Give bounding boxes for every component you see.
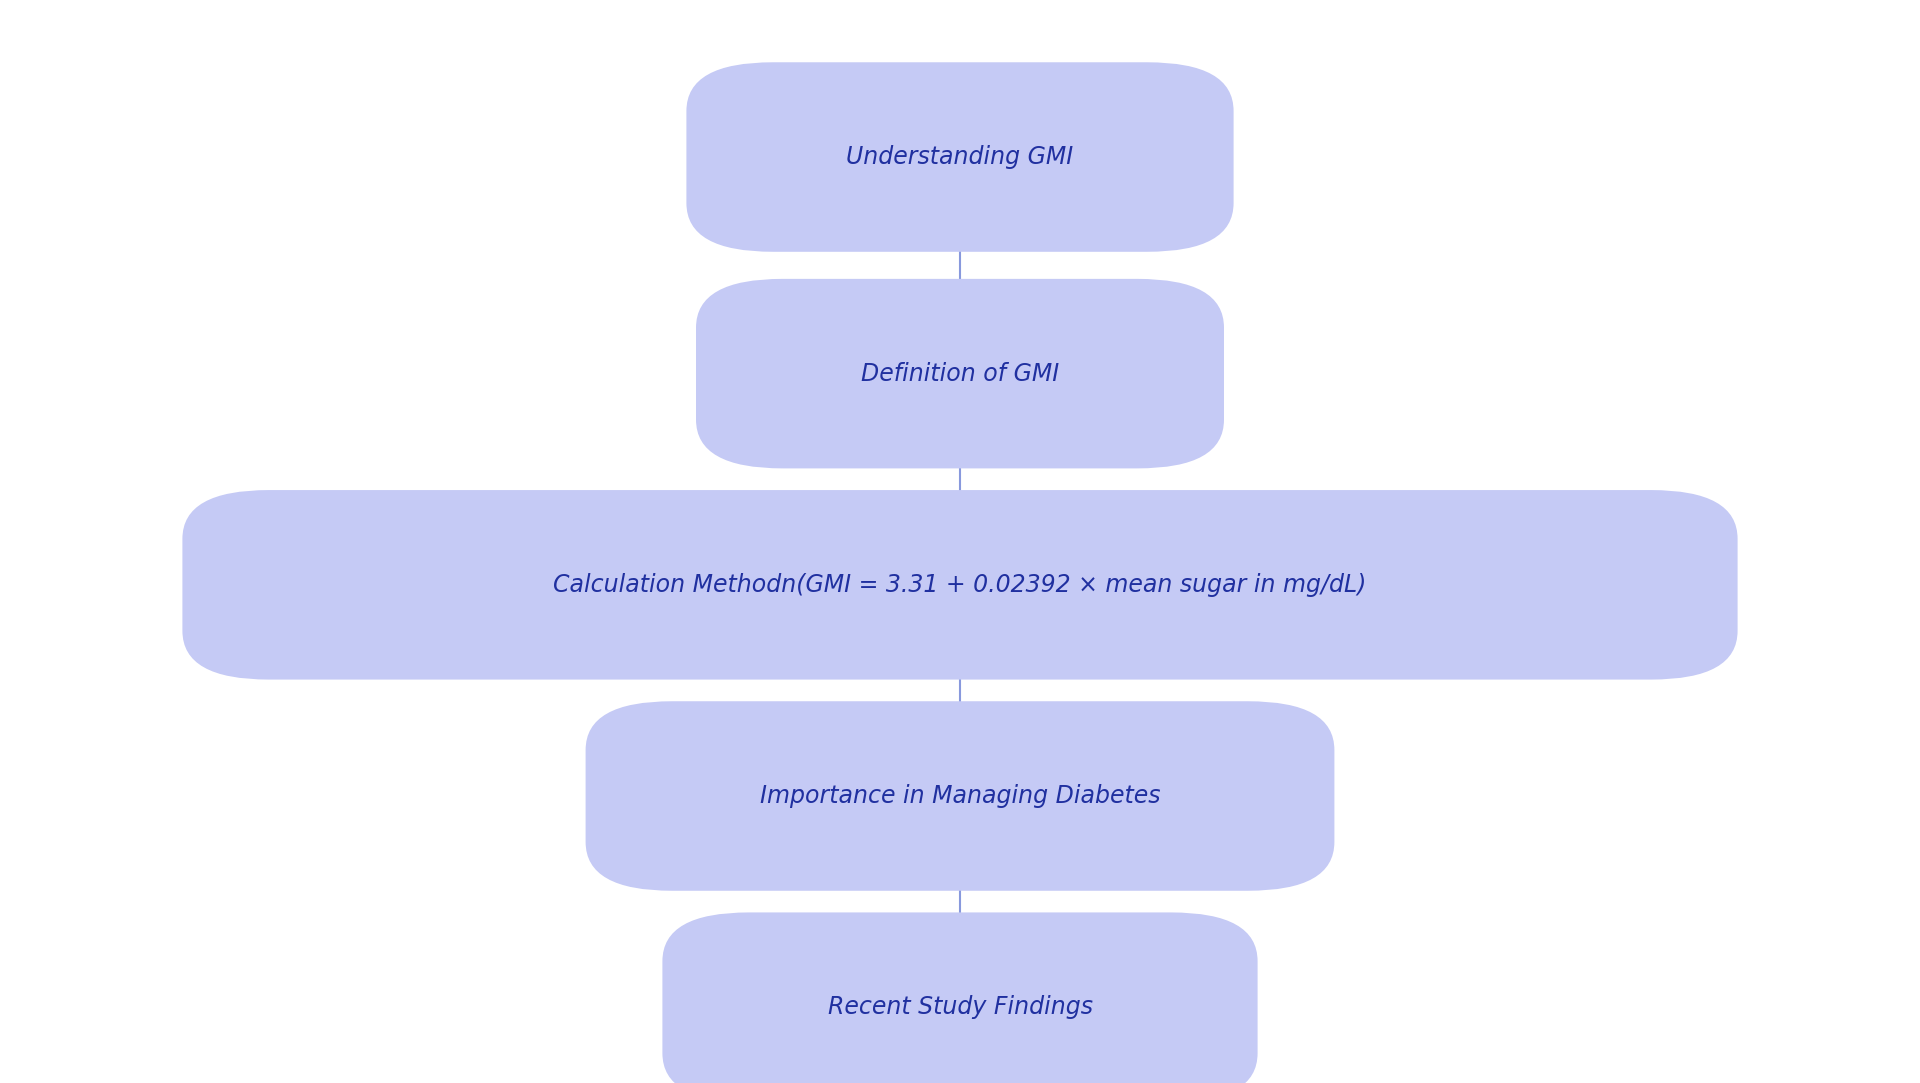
Text: Understanding GMI: Understanding GMI <box>847 145 1073 169</box>
FancyBboxPatch shape <box>662 912 1258 1083</box>
Text: Importance in Managing Diabetes: Importance in Managing Diabetes <box>760 784 1160 808</box>
Text: Definition of GMI: Definition of GMI <box>860 362 1060 386</box>
Text: Calculation Methodn(GMI = 3.31 + 0.02392 × mean sugar in mg/dL): Calculation Methodn(GMI = 3.31 + 0.02392… <box>553 573 1367 597</box>
FancyBboxPatch shape <box>182 490 1738 680</box>
FancyBboxPatch shape <box>695 279 1225 469</box>
Text: Recent Study Findings: Recent Study Findings <box>828 995 1092 1019</box>
FancyBboxPatch shape <box>687 63 1235 252</box>
FancyBboxPatch shape <box>586 702 1334 890</box>
